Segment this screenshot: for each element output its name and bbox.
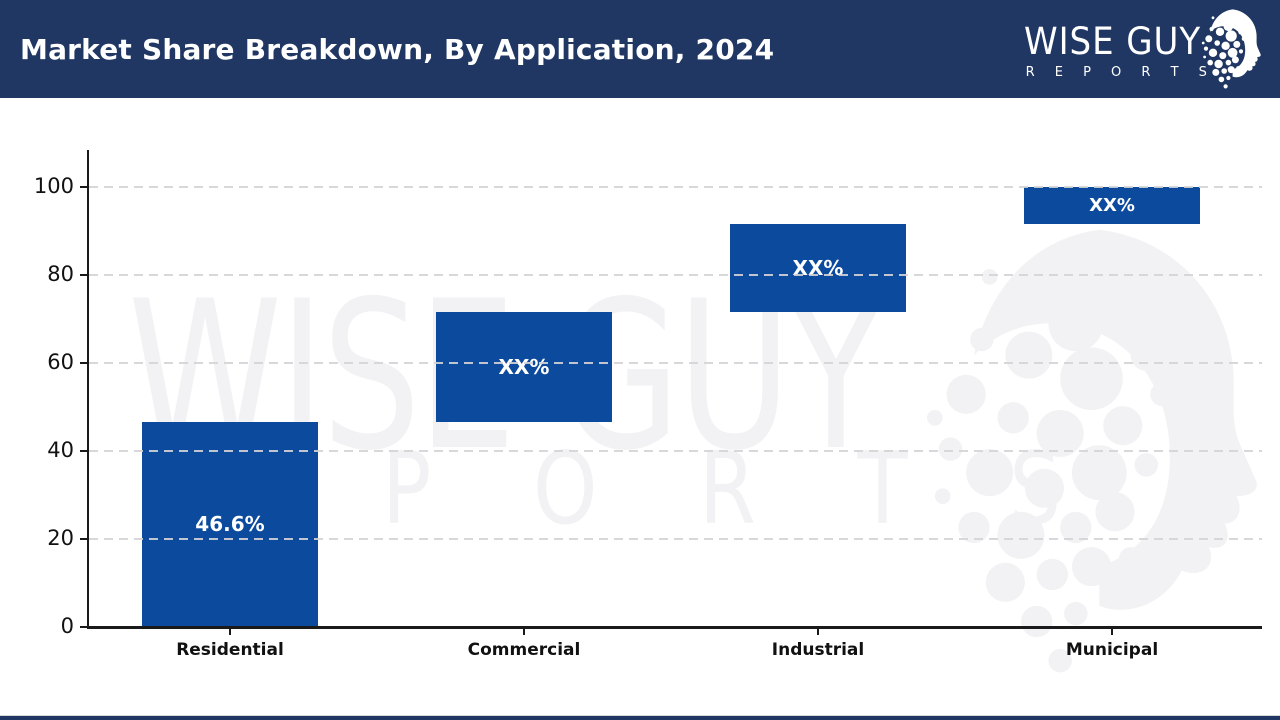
y-tick-mark xyxy=(80,538,88,540)
bar: XX% xyxy=(1024,187,1200,224)
y-tick-label: 60 xyxy=(47,350,74,374)
watermark-head-icon xyxy=(927,229,1257,673)
x-tick-mark xyxy=(817,628,819,635)
logo-reports-text: R E P O R T S xyxy=(1025,65,1215,80)
x-axis-label: Municipal xyxy=(1065,640,1159,660)
bar-value-label: XX% xyxy=(792,255,844,280)
gridline xyxy=(89,538,1262,540)
gridline xyxy=(89,274,1262,276)
y-tick-mark xyxy=(80,186,88,188)
footer-bar xyxy=(0,716,1280,720)
x-tick-mark xyxy=(229,628,231,635)
gridline xyxy=(89,186,1262,188)
page-title: Market Share Breakdown, By Application, … xyxy=(20,32,775,66)
bar-value-label: XX% xyxy=(498,354,550,379)
bar-value-label: 46.6% xyxy=(195,512,265,537)
y-tick-label: 80 xyxy=(47,262,74,286)
y-axis-line xyxy=(87,150,89,628)
bottom-divider xyxy=(0,715,1280,716)
x-tick-mark xyxy=(1111,628,1113,635)
bar-value-label: XX% xyxy=(1089,194,1135,216)
y-tick-mark xyxy=(80,274,88,276)
x-axis-label: Industrial xyxy=(771,640,865,660)
y-tick-mark xyxy=(80,362,88,364)
y-tick-label: 0 xyxy=(60,614,74,638)
brand-logo: WISE GUY R E P O R T S xyxy=(1002,6,1262,94)
x-axis-line xyxy=(87,626,1262,629)
y-tick-label: 20 xyxy=(47,526,74,550)
gridline xyxy=(89,450,1262,452)
bar: 46.6% xyxy=(142,421,318,627)
gridline xyxy=(89,362,1262,364)
logo-wiseguy-text: WISE GUY xyxy=(1024,20,1202,63)
bar: XX% xyxy=(730,223,906,312)
logo-wordmark: WISE GUY R E P O R T S xyxy=(1024,20,1216,80)
y-tick-mark xyxy=(80,450,88,452)
y-tick-mark xyxy=(80,626,88,628)
x-tick-mark xyxy=(523,628,525,635)
x-axis-label: Commercial xyxy=(467,640,581,660)
x-axis-label: Residential xyxy=(176,640,284,660)
y-tick-label: 40 xyxy=(47,438,74,462)
bar: XX% xyxy=(436,311,612,422)
wiseguy-head-icon xyxy=(1201,9,1261,89)
y-tick-label: 100 xyxy=(33,174,74,198)
header-bar: Market Share Breakdown, By Application, … xyxy=(0,0,1280,98)
